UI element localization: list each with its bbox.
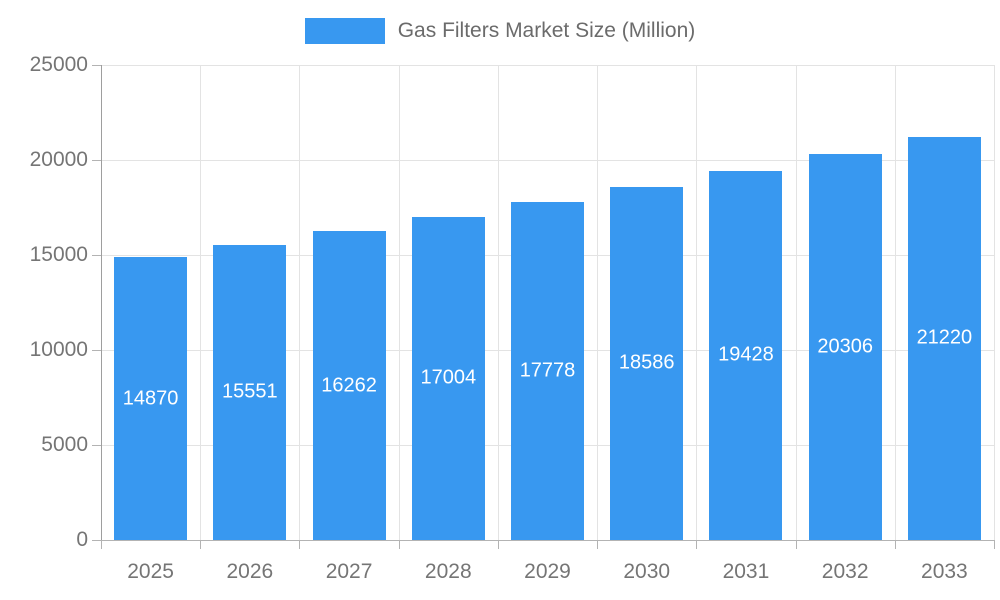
- gridline-v: [497, 65, 499, 540]
- gridline-v: [200, 65, 202, 540]
- x-axis-tick: [101, 540, 102, 549]
- legend-item[interactable]: Gas Filters Market Size (Million): [304, 18, 696, 44]
- gridline-v: [795, 65, 797, 540]
- x-axis-tick: [696, 540, 698, 549]
- x-axis-label: 2025: [127, 560, 174, 583]
- legend-swatch: [304, 18, 385, 44]
- y-axis-label: 20000: [29, 148, 88, 171]
- bar[interactable]: [610, 186, 684, 540]
- legend: Gas Filters Market Size (Million): [0, 18, 1000, 44]
- y-axis-label: 10000: [29, 338, 88, 361]
- x-axis-label: 2026: [226, 560, 274, 583]
- y-axis-tick: [92, 160, 101, 161]
- y-axis-label: 25000: [29, 53, 88, 76]
- x-axis-tick: [299, 540, 301, 549]
- gridline-h: [101, 65, 994, 66]
- y-axis-tick: [92, 255, 101, 256]
- y-axis-label: 15000: [29, 243, 88, 266]
- gridline-v: [398, 65, 400, 540]
- gridline-v: [894, 65, 896, 540]
- gridline-h: [101, 160, 994, 161]
- gridline-v: [696, 65, 698, 540]
- x-axis-label: 2033: [921, 560, 968, 583]
- plot-area: 14870 15551 16262 17004 17778 18586 19428 20306…: [101, 65, 995, 549]
- y-axis-line: [101, 65, 102, 540]
- x-axis-tick: [994, 540, 995, 549]
- bar[interactable]: [709, 170, 783, 540]
- bar-value-label: 16262: [321, 374, 377, 396]
- bar[interactable]: [808, 154, 882, 540]
- legend-label: Gas Filters Market Size (Million): [397, 19, 696, 42]
- x-axis-label: 2029: [524, 560, 571, 583]
- x-axis-tick: [497, 540, 499, 549]
- x-axis-label: 2031: [722, 560, 770, 583]
- bar[interactable]: [511, 202, 584, 540]
- bar-value-label: 20306: [817, 335, 873, 358]
- y-axis-tick: [92, 350, 101, 351]
- x-axis-label: 2027: [325, 560, 373, 583]
- bar-value-label: 19428: [718, 343, 774, 366]
- x-axis-tick: [597, 540, 599, 549]
- bar-value-label: 17778: [519, 359, 576, 382]
- x-axis-tick: [200, 540, 202, 549]
- x-axis-label: 2030: [623, 560, 671, 583]
- y-axis-label: 0: [76, 528, 88, 551]
- x-axis-tick: [398, 540, 400, 549]
- gridline-v: [597, 65, 599, 540]
- bar-value-label: 18586: [618, 351, 675, 374]
- gridline-v: [994, 65, 995, 540]
- y-axis-tick: [92, 65, 101, 66]
- x-axis-tick: [795, 540, 797, 549]
- y-axis-tick: [92, 540, 101, 541]
- gridline-v: [299, 65, 301, 540]
- y-axis-label: 5000: [41, 433, 88, 456]
- bar-value-label: 14870: [122, 387, 179, 410]
- bar[interactable]: [114, 257, 188, 540]
- bar[interactable]: [411, 216, 485, 540]
- x-axis-label: 2028: [424, 560, 472, 583]
- x-axis-label: 2032: [821, 560, 869, 583]
- bar-value-label: 21220: [916, 326, 973, 349]
- bar-value-label: 15551: [222, 380, 278, 403]
- x-axis-tick: [894, 540, 896, 549]
- y-axis-tick: [92, 445, 101, 446]
- bar[interactable]: [312, 231, 386, 540]
- bar-value-label: 17004: [420, 366, 477, 389]
- bar[interactable]: [213, 244, 287, 540]
- x-axis-line: [101, 540, 994, 541]
- bar[interactable]: [907, 136, 981, 540]
